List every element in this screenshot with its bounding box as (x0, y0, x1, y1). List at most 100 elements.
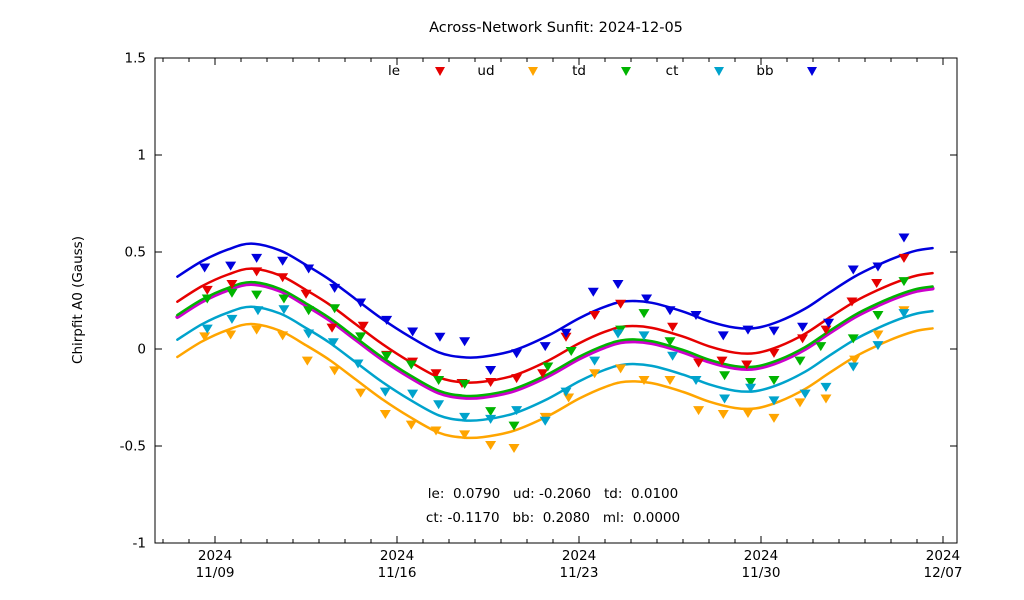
series-markers-ud (199, 306, 910, 453)
legend-marker-ct-triangle-down-icon (713, 67, 724, 76)
data-point-marker-ud (508, 443, 520, 453)
data-point-marker-ct (667, 351, 679, 361)
data-point-marker-ud (717, 409, 729, 419)
x-tick-label-year: 2024 (380, 548, 414, 564)
legend-marker-le-triangle-down-icon (434, 67, 445, 76)
plot-border (154, 57, 958, 544)
data-point-marker-le (251, 267, 263, 277)
data-point-marker-bb (690, 311, 702, 321)
data-point-marker-le (485, 377, 497, 387)
data-point-marker-ud (638, 376, 650, 386)
data-point-marker-td (381, 351, 393, 361)
data-point-marker-td (872, 311, 884, 321)
chart-title: Across-Network Sunfit: 2024-12-05 (429, 20, 683, 36)
data-point-marker-td (508, 421, 520, 431)
data-point-marker-bb (872, 262, 884, 272)
data-point-marker-ud (251, 325, 263, 335)
fit-curve-ml (175, 282, 935, 401)
data-point-marker-bb (485, 365, 497, 375)
fit-curve-ct (176, 305, 934, 422)
data-point-marker-td (815, 342, 827, 352)
data-point-marker-ct (719, 394, 731, 404)
legend-marker-bb-triangle-down-icon (806, 67, 817, 76)
data-point-marker-bb (717, 331, 729, 341)
legend-marker-ud-triangle-down-icon (527, 67, 538, 76)
data-point-marker-le (741, 360, 753, 370)
data-point-marker-le (277, 273, 289, 283)
data-point-marker-td (847, 334, 859, 344)
x-tick-label-date: 12/07 (924, 565, 963, 581)
legend-label-td: td (572, 63, 586, 79)
data-point-marker-td (768, 376, 780, 386)
data-point-marker-le (537, 369, 549, 379)
data-point-marker-ct (252, 306, 264, 316)
y-tick-label: 1.5 (125, 51, 146, 67)
data-point-marker-le (797, 334, 809, 344)
data-point-marker-ct (352, 359, 364, 369)
data-point-marker-ct (379, 387, 391, 397)
x-tick-label-date: 11/30 (742, 565, 781, 581)
data-point-marker-bb (612, 280, 624, 290)
data-point-marker-ct (303, 329, 315, 339)
data-point-marker-ct (539, 416, 551, 426)
data-point-marker-td (459, 379, 471, 389)
legend-label-bb: bb (756, 63, 774, 79)
data-point-marker-ct (612, 329, 624, 339)
x-tick-label-year: 2024 (926, 548, 960, 564)
data-point-marker-bb (303, 264, 315, 274)
data-point-marker-bb (511, 349, 523, 359)
data-point-marker-le (898, 253, 910, 263)
data-point-marker-bb (199, 263, 211, 273)
data-point-marker-le (846, 297, 858, 307)
data-point-marker-ud (329, 366, 341, 376)
data-point-marker-ud (405, 420, 417, 430)
data-point-marker-le (820, 325, 832, 335)
data-point-marker-ud (277, 331, 289, 341)
data-point-marker-bb (329, 283, 341, 293)
y-tick-label: -0.5 (120, 439, 146, 455)
data-point-marker-bb (434, 332, 446, 342)
data-point-marker-le (201, 285, 213, 295)
data-point-marker-le (871, 279, 883, 289)
data-point-marker-td (638, 309, 650, 319)
legend-label-ct: ct (665, 63, 679, 79)
data-point-marker-le (716, 356, 728, 366)
data-point-marker-bb (641, 294, 653, 304)
fit-curve-td (176, 280, 934, 398)
data-point-marker-bb (768, 326, 780, 336)
data-point-marker-bb (539, 342, 551, 352)
data-point-marker-ud (225, 330, 237, 340)
data-point-marker-ud (872, 330, 884, 340)
data-point-marker-ud (742, 409, 754, 419)
x-tick-label-date: 11/09 (196, 565, 235, 581)
series-markers-td (201, 277, 910, 431)
data-point-marker-bb (664, 306, 676, 316)
data-point-marker-le (589, 311, 601, 321)
x-tick-label-date: 11/23 (560, 565, 599, 581)
data-point-marker-le (667, 322, 679, 332)
y-tick-label: 0 (137, 342, 146, 358)
data-point-marker-ud (301, 356, 313, 366)
data-point-marker-bb (355, 298, 367, 308)
data-point-marker-td (898, 277, 910, 287)
data-point-marker-td (433, 376, 445, 386)
data-point-marker-td (303, 306, 315, 316)
y-axis-title: Chirpfit A0 (Gauss) (70, 236, 86, 364)
data-point-marker-td (719, 371, 731, 381)
data-point-marker-bb (823, 318, 835, 328)
data-point-marker-td (542, 362, 554, 372)
data-point-marker-ct (589, 356, 601, 366)
legend-label-le: le (387, 63, 401, 79)
x-tick-label-year: 2024 (198, 548, 232, 564)
data-point-marker-td (405, 360, 417, 370)
data-point-marker-bb (847, 265, 859, 275)
data-point-marker-bb (381, 315, 393, 325)
data-point-marker-ud (615, 364, 627, 374)
data-point-marker-bb (225, 261, 237, 271)
data-point-marker-td (485, 407, 497, 417)
data-point-marker-ct (327, 338, 339, 348)
data-point-marker-ud (768, 413, 780, 423)
data-point-marker-ct (560, 387, 572, 397)
